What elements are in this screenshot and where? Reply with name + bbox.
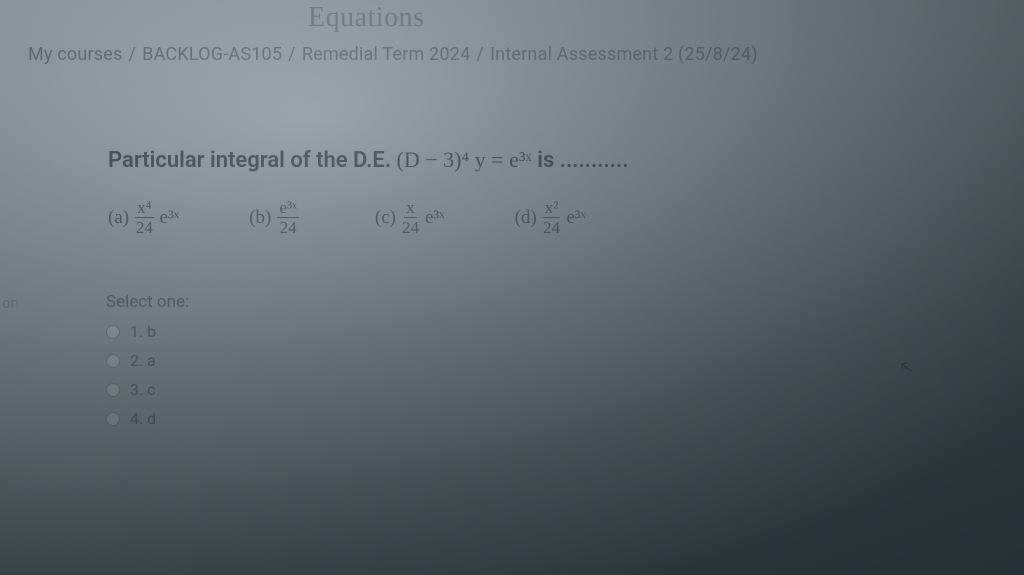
radio-icon[interactable] [106,412,120,426]
breadcrumb-separator: / [288,44,296,65]
question-block: Particular integral of the D.E. (D − 3)⁴… [108,147,996,236]
fraction: e³ˣ 24 [277,199,299,236]
radio-label: 1. b [130,322,156,341]
select-one-block: Select one: 1. b 2. a 3. c 4. d [106,292,189,438]
breadcrumb-item[interactable]: BACKLOG-AS105 [142,44,282,65]
radio-option-1[interactable]: 1. b [106,322,189,341]
option-tail: e³ˣ [566,207,586,229]
radio-label: 2. a [130,351,156,370]
breadcrumb-item[interactable]: Remedial Term 2024 [302,44,471,65]
page-header-fragment: Equations [308,2,996,34]
side-label: on [2,294,66,312]
fraction-denominator: 24 [280,218,297,236]
option-label: (d) [515,207,537,229]
breadcrumb-separator: / [476,44,484,65]
radio-icon[interactable] [106,383,120,397]
option-label: (b) [249,207,271,229]
breadcrumb-item[interactable]: My courses [28,44,123,65]
fraction-numerator: x [404,199,417,218]
fraction-numerator: x⁴ [135,199,153,218]
breadcrumb-item[interactable]: Internal Assessment 2 (25/8/24) [490,44,758,65]
fraction-denominator: 24 [543,218,560,236]
fraction-denominator: 24 [402,218,419,236]
option-b: (b) e³ˣ 24 [249,199,305,236]
select-title: Select one: [106,292,189,312]
fraction: x⁴ 24 [135,199,153,236]
radio-label: 3. c [130,380,156,399]
fraction-denominator: 24 [136,218,153,236]
fraction-numerator: e³ˣ [277,199,299,218]
question-stem-post: is ........... [537,148,628,173]
option-tail: e³ˣ [425,207,445,229]
radio-icon[interactable] [106,325,120,339]
option-tail: e³ˣ [160,207,180,229]
question-stem-math: (D − 3)⁴ y = e³ˣ [397,147,532,172]
question-stem-pre: Particular integral of the D.E. [108,148,397,173]
radio-option-3[interactable]: 3. c [106,380,189,399]
option-label: (a) [108,207,129,229]
fraction-numerator: x² [543,199,561,218]
fraction: x² 24 [543,199,561,236]
question-stem: Particular integral of the D.E. (D − 3)⁴… [108,147,996,173]
breadcrumb-separator: / [129,44,137,65]
fraction: x 24 [402,199,419,236]
radio-option-4[interactable]: 4. d [106,409,189,428]
radio-label: 4. d [130,409,156,428]
option-a: (a) x⁴ 24 e³ˣ [108,199,179,236]
option-c: (c) x 24 e³ˣ [375,199,445,236]
answer-options: (a) x⁴ 24 e³ˣ (b) e³ˣ 24 (c) x 24 [108,199,996,236]
radio-option-2[interactable]: 2. a [106,351,189,370]
option-label: (c) [375,207,396,229]
cursor-icon: ↖ [898,356,916,379]
option-d: (d) x² 24 e³ˣ [515,199,586,236]
breadcrumb: My courses / BACKLOG-AS105 / Remedial Te… [28,44,996,65]
radio-icon[interactable] [106,354,120,368]
